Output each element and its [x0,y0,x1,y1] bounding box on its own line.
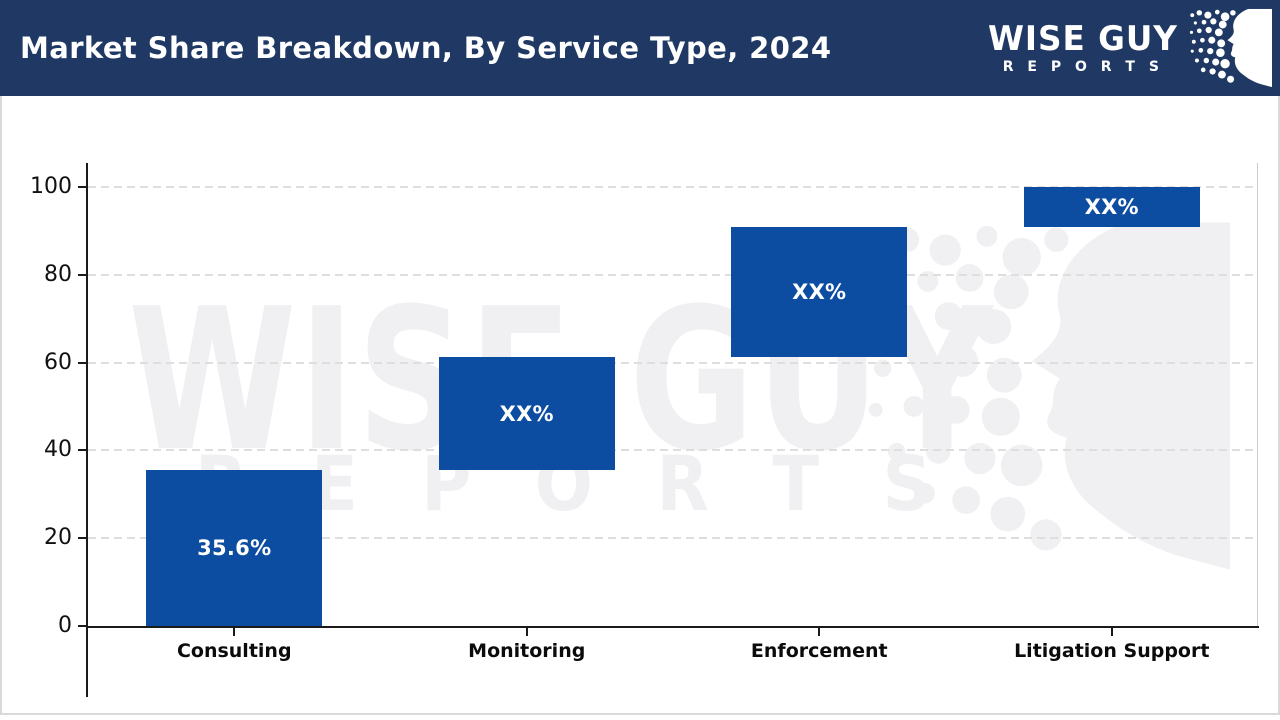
plot-area: 0 20 40 60 80 100 35.6% Consulting XX% Monitoring… [0,96,1280,720]
bar-value-label-consulting: 35.6% [197,535,272,560]
logo-brand-name: WISE GUY [988,18,1179,59]
x-tick-monitoring [525,628,528,636]
logo-brand-subtitle: R E P O R T S [1002,58,1164,75]
y-tick-label-40: 40 [44,437,72,463]
x-category-label-consulting: Consulting [176,640,292,662]
x-category-label-enforcement: Enforcement [750,640,888,662]
y-tick-label-100: 100 [30,174,72,199]
y-tick-label-80: 80 [44,261,72,287]
grid-line-80 [88,273,1257,276]
x-category-label-litigation-support: Litigation Support [1014,640,1210,662]
bar-value-label-litigation-support: XX% [1084,194,1139,219]
bar-monitoring: XX% [438,357,615,470]
y-tick-100 [78,186,87,188]
y-axis-line [86,163,88,697]
plot-right-border [1257,163,1258,628]
y-tick-20 [78,537,87,540]
y-tick-0 [78,625,87,627]
grid-line-100 [88,186,1257,188]
bar-consulting: 35.6% [146,469,323,626]
bar-value-label-monitoring: XX% [499,401,554,426]
y-tick-40 [78,449,87,452]
bar-value-label-enforcement: XX% [792,279,847,304]
y-tick-60 [78,361,87,364]
y-tick-label-20: 20 [44,525,72,551]
chart-title: Market Share Breakdown, By Service Type,… [20,31,832,65]
x-tick-enforcement [818,628,821,636]
x-axis-line [86,626,1259,628]
y-tick-label-60: 60 [44,349,72,375]
dotted-head-logo-icon [1186,4,1272,92]
y-tick-80 [78,273,87,276]
bar-litigation-support: XX% [1023,187,1200,227]
y-tick-label-0: 0 [58,613,72,638]
wise-guy-reports-logo: WISE GUY R E P O R T S [984,2,1272,94]
grid-line-60 [88,361,1257,364]
bar-enforcement: XX% [731,226,908,358]
x-tick-litigation-support [1110,628,1113,636]
grid-line-40 [88,449,1257,452]
grid-line-20 [88,537,1257,540]
logo-text: WISE GUY R E P O R T S [984,22,1182,75]
x-tick-consulting [233,628,236,636]
x-category-label-monitoring: Monitoring [468,640,586,662]
header-bar: Market Share Breakdown, By Service Type,… [0,0,1280,96]
